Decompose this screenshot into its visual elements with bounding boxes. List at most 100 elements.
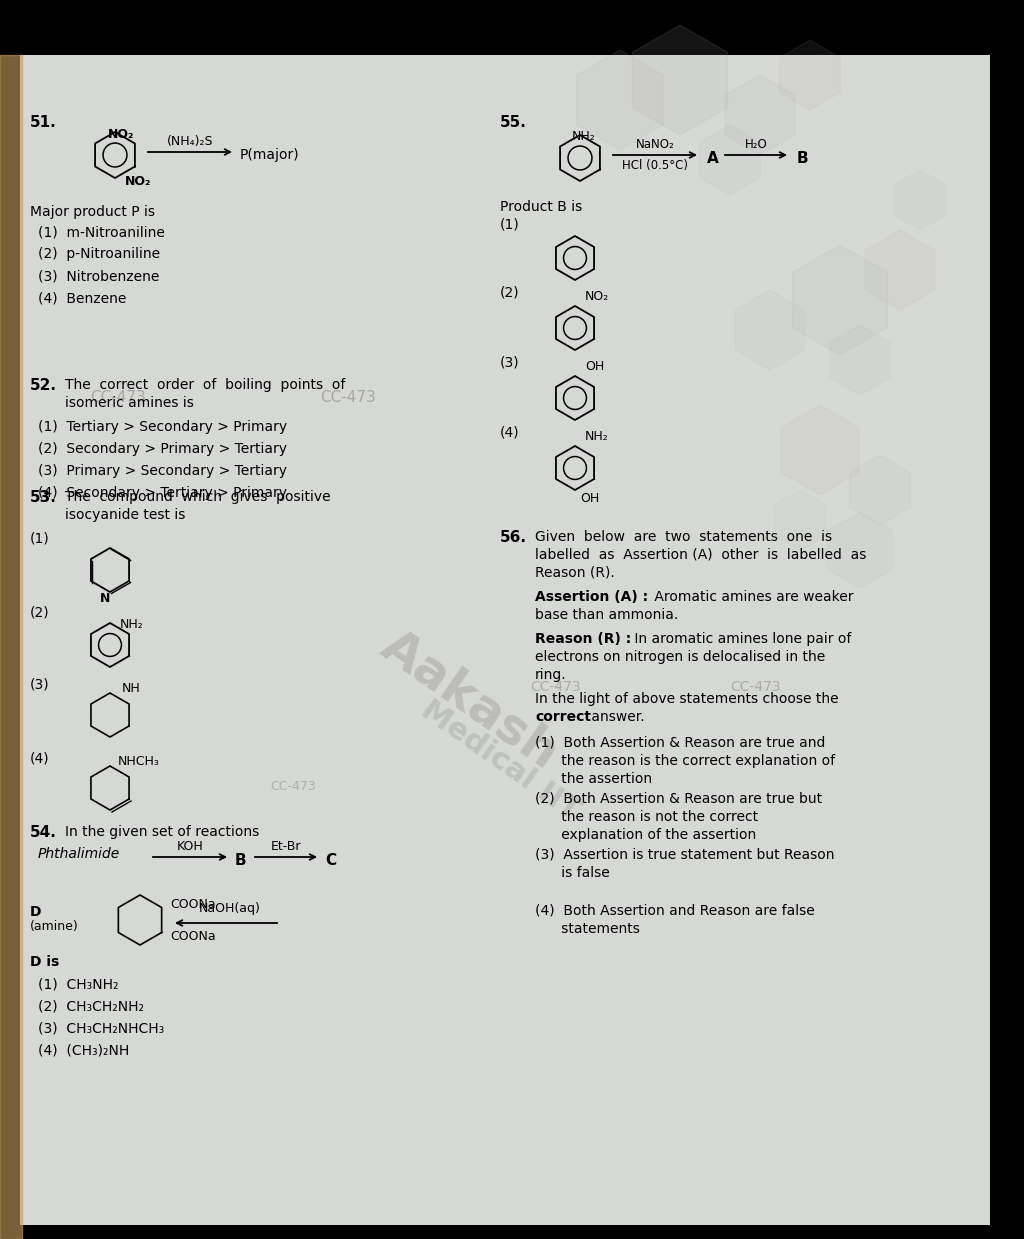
Text: (2)  Both Assertion & Reason are true but: (2) Both Assertion & Reason are true but xyxy=(535,792,822,807)
Text: B: B xyxy=(234,852,247,869)
Text: (2)  Secondary > Primary > Tertiary: (2) Secondary > Primary > Tertiary xyxy=(38,442,287,456)
Text: Aakash: Aakash xyxy=(373,622,567,778)
Text: HCl (0.5°C): HCl (0.5°C) xyxy=(622,159,688,172)
Text: B: B xyxy=(797,151,809,166)
Text: explanation of the assertion: explanation of the assertion xyxy=(535,828,757,843)
Text: COONa: COONa xyxy=(170,898,216,911)
Text: Assertion (A) :: Assertion (A) : xyxy=(535,590,648,603)
Text: Phthalimide: Phthalimide xyxy=(38,847,120,861)
Text: (1)  m-Nitroaniline: (1) m-Nitroaniline xyxy=(38,225,165,239)
Text: (4)  Both Assertion and Reason are false: (4) Both Assertion and Reason are false xyxy=(535,904,815,918)
Text: H₂O: H₂O xyxy=(744,138,767,151)
Text: OH: OH xyxy=(580,492,599,506)
Polygon shape xyxy=(827,512,893,589)
Text: correct: correct xyxy=(535,710,591,724)
Text: answer.: answer. xyxy=(587,710,645,724)
Text: (4)  Secondary > Tertiary > Primary: (4) Secondary > Tertiary > Primary xyxy=(38,486,287,501)
Text: KOH: KOH xyxy=(176,840,204,852)
Polygon shape xyxy=(774,489,826,550)
Text: (2): (2) xyxy=(500,285,519,299)
Text: the assertion: the assertion xyxy=(535,772,652,786)
Text: In the light of above statements choose the: In the light of above statements choose … xyxy=(535,693,839,706)
Text: NH₂: NH₂ xyxy=(572,130,596,142)
Text: D is: D is xyxy=(30,955,59,969)
Text: Reason (R).: Reason (R). xyxy=(535,566,614,580)
Text: A: A xyxy=(707,151,719,166)
Text: (3): (3) xyxy=(30,678,49,693)
Text: CC-473: CC-473 xyxy=(319,390,376,405)
Text: In the given set of reactions: In the given set of reactions xyxy=(65,825,259,839)
Text: (2): (2) xyxy=(30,605,49,620)
Text: (3)  Nitrobenzene: (3) Nitrobenzene xyxy=(38,269,160,282)
Text: The  compound  which  gives  positive: The compound which gives positive xyxy=(65,489,331,504)
FancyBboxPatch shape xyxy=(20,55,990,1225)
Text: NO₂: NO₂ xyxy=(125,175,152,188)
Polygon shape xyxy=(829,325,890,395)
Text: (amine): (amine) xyxy=(30,921,79,933)
Text: isocyanide test is: isocyanide test is xyxy=(65,508,185,522)
Text: base than ammonia.: base than ammonia. xyxy=(535,608,678,622)
Text: electrons on nitrogen is delocalised in the: electrons on nitrogen is delocalised in … xyxy=(535,650,825,664)
Polygon shape xyxy=(633,25,728,135)
Text: The  correct  order  of  boiling  points  of: The correct order of boiling points of xyxy=(65,378,345,392)
Text: (1): (1) xyxy=(30,532,50,546)
Text: Given  below  are  two  statements  one  is: Given below are two statements one is xyxy=(535,530,833,544)
Text: D: D xyxy=(30,904,42,919)
Polygon shape xyxy=(735,290,805,370)
Text: CC-473: CC-473 xyxy=(270,781,315,793)
Text: (1)  CH₃NH₂: (1) CH₃NH₂ xyxy=(38,978,119,991)
Text: (3): (3) xyxy=(500,356,519,369)
Polygon shape xyxy=(725,76,795,155)
Text: isomeric amines is: isomeric amines is xyxy=(65,396,194,410)
Text: (1): (1) xyxy=(500,218,520,232)
Text: C: C xyxy=(325,852,336,869)
Text: Medical IIT: Medical IIT xyxy=(416,695,585,825)
Text: Product B is: Product B is xyxy=(500,199,583,214)
Text: (3)  CH₃CH₂NHCH₃: (3) CH₃CH₂NHCH₃ xyxy=(38,1021,164,1035)
Text: NaOH(aq): NaOH(aq) xyxy=(199,902,261,914)
Text: P(major): P(major) xyxy=(240,147,300,162)
Polygon shape xyxy=(779,40,841,110)
Text: Major product P is: Major product P is xyxy=(30,204,155,219)
Text: the reason is not the correct: the reason is not the correct xyxy=(535,810,758,824)
Polygon shape xyxy=(781,405,859,496)
Text: (NH₄)₂S: (NH₄)₂S xyxy=(167,135,213,147)
Text: 54.: 54. xyxy=(30,825,57,840)
Text: CC-473: CC-473 xyxy=(530,680,581,694)
Text: NO₂: NO₂ xyxy=(585,290,609,304)
Text: 56.: 56. xyxy=(500,530,527,545)
Text: (3)  Assertion is true statement but Reason: (3) Assertion is true statement but Reas… xyxy=(535,847,835,862)
Text: NHCH₃: NHCH₃ xyxy=(118,755,160,768)
Text: (4)  Benzene: (4) Benzene xyxy=(38,291,126,305)
Text: 55.: 55. xyxy=(500,115,527,130)
Text: NaNO₂: NaNO₂ xyxy=(636,138,675,151)
Text: COONa: COONa xyxy=(170,930,216,943)
Text: 53.: 53. xyxy=(30,489,57,506)
Text: (4): (4) xyxy=(30,752,49,766)
Text: the reason is the correct explanation of: the reason is the correct explanation of xyxy=(535,755,836,768)
Text: CC-473: CC-473 xyxy=(730,680,780,694)
Text: 51.: 51. xyxy=(30,115,56,130)
Text: statements: statements xyxy=(535,922,640,935)
Polygon shape xyxy=(699,125,760,195)
Polygon shape xyxy=(850,455,910,525)
Text: (1)  Tertiary > Secondary > Primary: (1) Tertiary > Secondary > Primary xyxy=(38,420,287,434)
Text: Et-Br: Et-Br xyxy=(270,840,301,852)
Text: (1)  Both Assertion & Reason are true and: (1) Both Assertion & Reason are true and xyxy=(535,736,825,750)
Text: is false: is false xyxy=(535,866,609,880)
Text: NO₂: NO₂ xyxy=(108,128,134,141)
Text: N: N xyxy=(99,592,111,605)
Text: NH₂: NH₂ xyxy=(585,430,608,444)
Polygon shape xyxy=(865,230,935,310)
Polygon shape xyxy=(793,245,888,356)
Text: (3)  Primary > Secondary > Tertiary: (3) Primary > Secondary > Tertiary xyxy=(38,463,287,478)
Text: OH: OH xyxy=(585,361,604,373)
Text: Reason (R) :: Reason (R) : xyxy=(535,632,631,646)
Text: Aromatic amines are weaker: Aromatic amines are weaker xyxy=(650,590,853,603)
Text: 52.: 52. xyxy=(30,378,57,393)
Text: ring.: ring. xyxy=(535,668,566,681)
Text: (2)  p-Nitroaniline: (2) p-Nitroaniline xyxy=(38,247,160,261)
Text: CC-473: CC-473 xyxy=(90,390,145,405)
Polygon shape xyxy=(577,50,664,150)
Text: NH: NH xyxy=(122,681,140,695)
